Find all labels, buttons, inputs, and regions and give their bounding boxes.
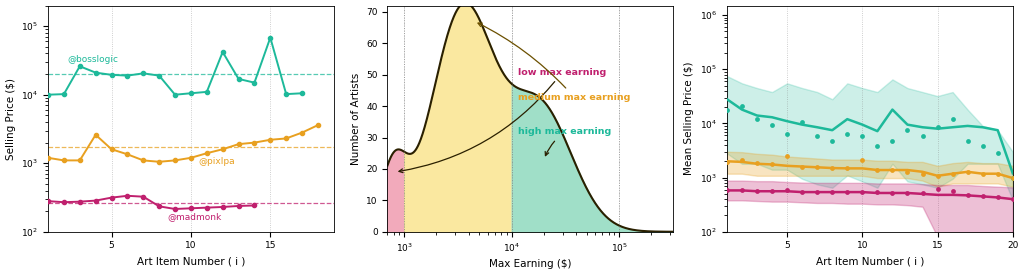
Point [869,189,886,194]
Point [930,174,946,178]
Point [719,159,735,164]
Text: @bosslogic: @bosslogic [67,55,118,64]
Point [914,172,931,176]
Point [794,120,810,125]
Point [854,190,870,194]
Point [899,191,915,195]
X-axis label: Art Item Number ( i ): Art Item Number ( i ) [816,256,924,266]
Y-axis label: Selling Price ($): Selling Price ($) [5,78,15,160]
Point [930,187,946,191]
Point [719,108,735,112]
Point [809,189,825,194]
Text: high max earning: high max earning [518,127,611,156]
Point [869,168,886,172]
Point [824,166,841,170]
Point [869,144,886,148]
Point [839,189,855,194]
Y-axis label: Number of Artists: Number of Artists [350,73,360,165]
Point [899,128,915,132]
Point [749,117,765,121]
X-axis label: Art Item Number ( i ): Art Item Number ( i ) [137,256,245,266]
Point [1005,176,1021,180]
Point [944,117,961,121]
Point [944,172,961,176]
Point [885,168,901,172]
Point [809,134,825,138]
Point [959,139,976,143]
Point [734,104,751,108]
Point [764,162,780,166]
Point [794,190,810,194]
Point [989,172,1006,176]
Point [930,125,946,130]
Point [734,188,751,192]
Point [914,134,931,138]
Point [975,172,991,176]
Point [854,134,870,138]
Point [719,188,735,192]
Text: @madmonk: @madmonk [167,213,221,221]
Point [839,166,855,170]
Point [734,158,751,163]
Point [824,139,841,143]
Point [749,161,765,165]
Point [779,188,796,192]
Point [824,189,841,194]
Point [854,158,870,163]
Point [989,195,1006,200]
X-axis label: Max Earning ($): Max Earning ($) [489,259,571,270]
Point [1005,175,1021,180]
Text: medium max earning: medium max earning [478,23,631,102]
Text: @pixlpa: @pixlpa [199,157,236,166]
Point [809,165,825,169]
Point [975,194,991,199]
Point [764,122,780,127]
Point [779,131,796,136]
Point [839,131,855,136]
Y-axis label: Mean Selling Price ($): Mean Selling Price ($) [684,62,694,175]
Point [975,144,991,148]
Point [959,193,976,197]
Point [944,189,961,193]
Text: low max earning: low max earning [399,68,606,173]
Point [779,154,796,158]
Point [899,170,915,174]
Point [885,139,901,143]
Point [794,165,810,169]
Point [764,189,780,193]
Point [989,151,1006,156]
Point [959,170,976,174]
Point [885,191,901,195]
Point [914,190,931,195]
Point [1005,197,1021,201]
Point [749,189,765,193]
